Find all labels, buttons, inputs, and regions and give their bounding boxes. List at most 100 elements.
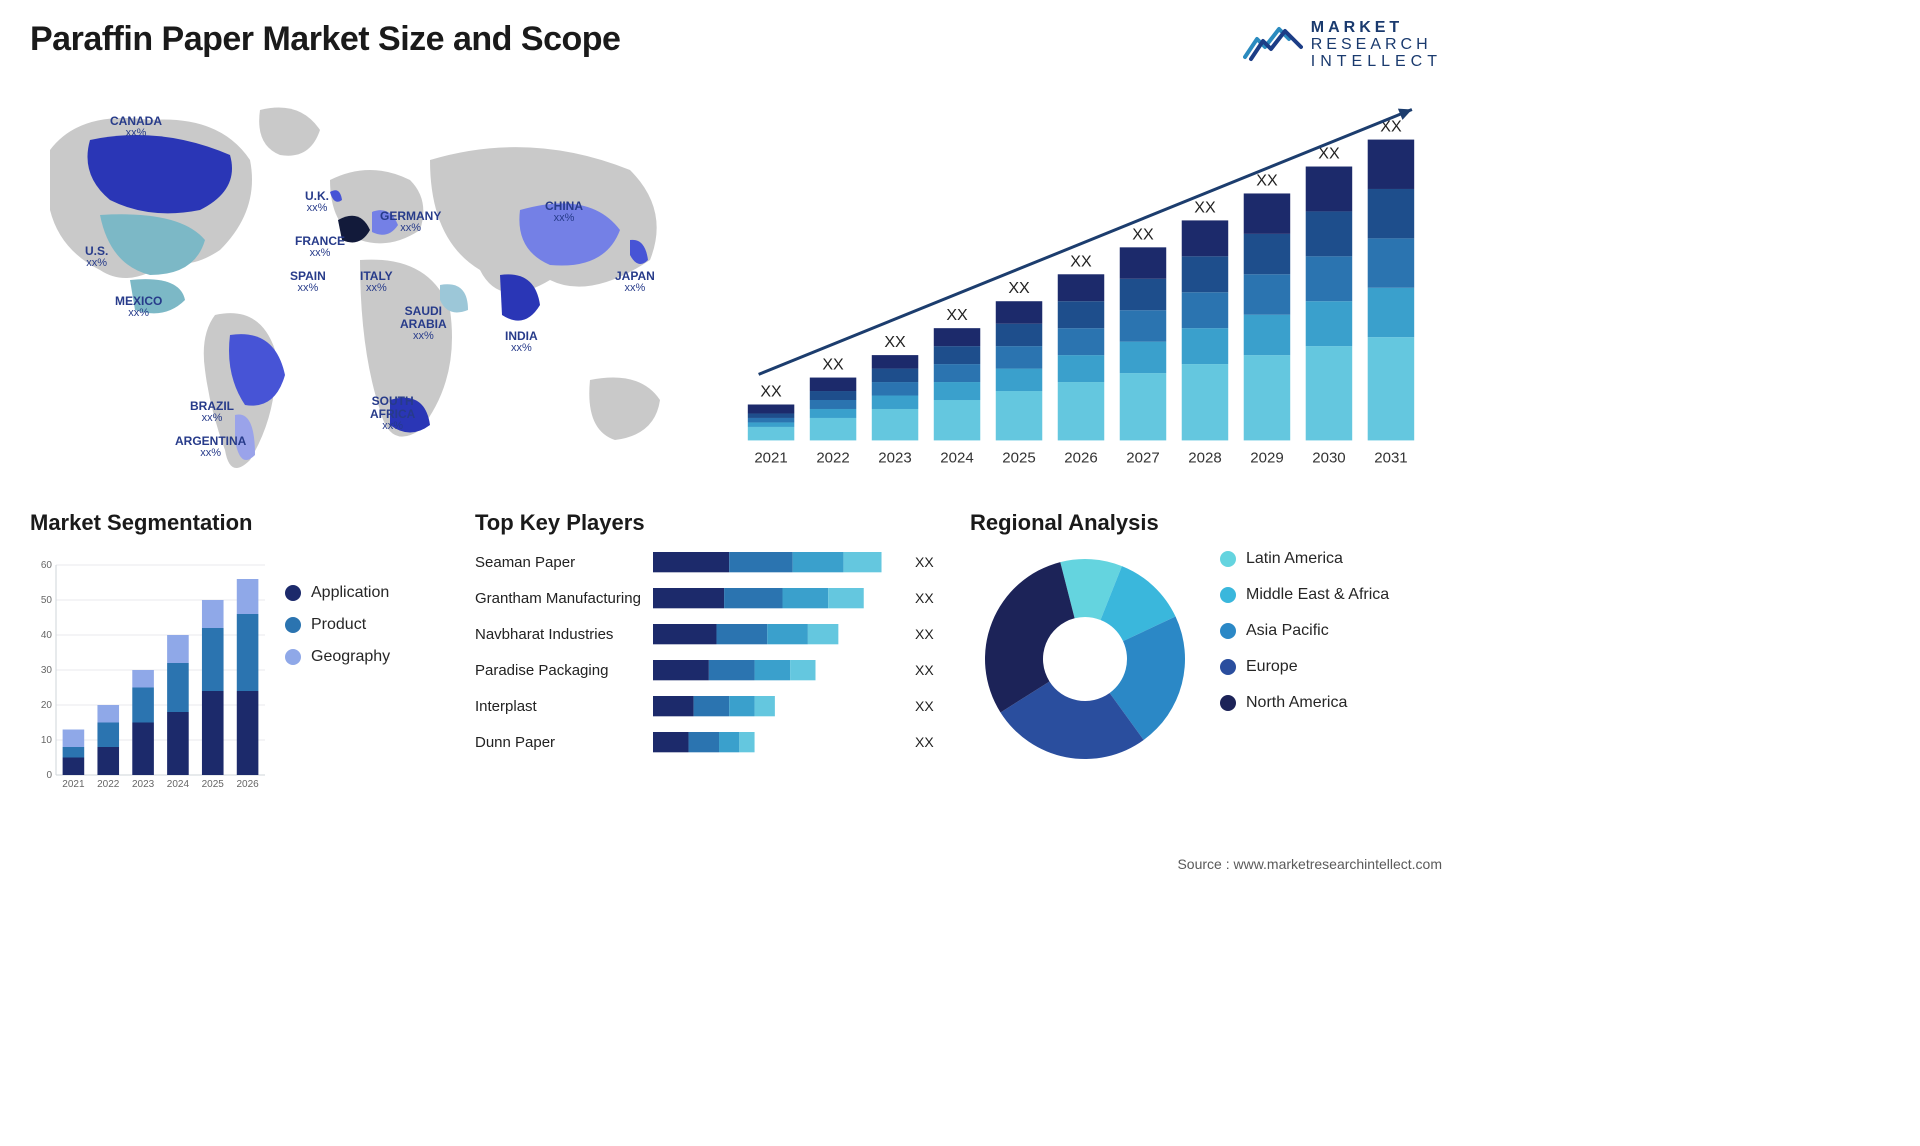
player-bar <box>653 696 907 716</box>
legend-dot <box>1220 659 1236 675</box>
svg-text:XX: XX <box>884 333 906 351</box>
segmentation-title: Market Segmentation <box>30 510 450 536</box>
map-label-uk: U.K.xx% <box>305 190 329 214</box>
svg-text:XX: XX <box>822 356 844 374</box>
region-title: Regional Analysis <box>970 510 1442 536</box>
map-label-france: FRANCExx% <box>295 235 345 259</box>
map-label-italy: ITALYxx% <box>360 270 393 294</box>
brand-mark <box>1243 23 1303 68</box>
segmentation-legend: Application Product Geography <box>285 544 390 810</box>
player-name: Dunn Paper <box>475 734 645 751</box>
segmentation-legend-item: Product <box>285 616 390 634</box>
player-name: Seaman Paper <box>475 554 645 571</box>
svg-text:30: 30 <box>41 665 53 676</box>
legend-dot <box>1220 695 1236 711</box>
page-title: Paraffin Paper Market Size and Scope <box>30 20 620 59</box>
svg-text:50: 50 <box>41 595 53 606</box>
svg-text:XX: XX <box>1256 172 1278 190</box>
legend-label: Europe <box>1246 658 1298 676</box>
svg-text:XX: XX <box>1132 226 1154 244</box>
segmentation-chart: 0102030405060202120222023202420252026 <box>30 544 270 810</box>
player-row: InterplastXX <box>475 694 945 718</box>
world-map-panel: CANADAxx%U.S.xx%MEXICOxx%BRAZILxx%ARGENT… <box>30 90 690 490</box>
svg-text:2022: 2022 <box>816 450 849 467</box>
player-row: Grantham Manufacturing XX <box>475 586 945 610</box>
player-bar <box>653 552 907 572</box>
top-row: CANADAxx%U.S.xx%MEXICOxx%BRAZILxx%ARGENT… <box>30 90 1442 490</box>
player-bar <box>653 660 907 680</box>
region-donut <box>970 544 1200 779</box>
growth-chart-panel: XX2021XX2022XX2023XX2024XX2025XX2026XX20… <box>720 90 1442 490</box>
svg-text:40: 40 <box>41 630 53 641</box>
region-legend-item: Latin America <box>1220 550 1389 568</box>
legend-dot <box>285 585 301 601</box>
svg-text:2028: 2028 <box>1188 450 1221 467</box>
svg-text:2023: 2023 <box>132 779 155 790</box>
svg-text:XX: XX <box>1008 280 1030 298</box>
legend-dot <box>1220 551 1236 567</box>
legend-label: Latin America <box>1246 550 1343 568</box>
legend-label: Application <box>311 584 389 602</box>
source-attribution: Source : www.marketresearchintellect.com <box>1177 856 1442 872</box>
svg-text:2024: 2024 <box>167 779 190 790</box>
svg-text:60: 60 <box>41 560 53 571</box>
svg-text:2021: 2021 <box>62 779 85 790</box>
legend-label: Geography <box>311 648 390 666</box>
map-label-brazil: BRAZILxx% <box>190 400 234 424</box>
region-body: Latin America Middle East & Africa Asia Pa… <box>970 544 1442 779</box>
player-name: Grantham Manufacturing <box>475 590 645 607</box>
legend-dot <box>285 617 301 633</box>
player-row: Dunn Paper XX <box>475 730 945 754</box>
player-bar <box>653 732 907 752</box>
region-legend-item: North America <box>1220 694 1389 712</box>
map-label-india: INDIAxx% <box>505 330 538 354</box>
segmentation-body: 0102030405060202120222023202420252026 Ap… <box>30 544 450 810</box>
region-legend-item: Europe <box>1220 658 1389 676</box>
svg-text:2026: 2026 <box>236 779 259 790</box>
player-value: XX <box>915 554 945 570</box>
brand-line1: MARKET <box>1311 20 1442 37</box>
svg-text:XX: XX <box>946 307 968 325</box>
svg-text:2029: 2029 <box>1250 450 1283 467</box>
player-name: Navbharat Industries <box>475 626 645 643</box>
player-value: XX <box>915 662 945 678</box>
player-value: XX <box>915 734 945 750</box>
segmentation-legend-item: Geography <box>285 648 390 666</box>
brand-text: MARKET RESEARCH INTELLECT <box>1311 20 1442 70</box>
header: Paraffin Paper Market Size and Scope MAR… <box>30 20 1442 70</box>
players-body: Seaman PaperXXGrantham ManufacturingXXNa… <box>475 544 945 754</box>
brand-logo: MARKET RESEARCH INTELLECT <box>1243 20 1442 70</box>
map-label-us: U.S.xx% <box>85 245 108 269</box>
player-bar <box>653 588 907 608</box>
map-label-safrica: SOUTHAFRICAxx% <box>370 395 415 432</box>
svg-text:2031: 2031 <box>1374 450 1407 467</box>
player-value: XX <box>915 590 945 606</box>
svg-text:20: 20 <box>41 700 53 711</box>
map-label-china: CHINAxx% <box>545 200 583 224</box>
brand-line3: INTELLECT <box>1311 54 1442 71</box>
svg-text:2023: 2023 <box>878 450 911 467</box>
map-label-mexico: MEXICOxx% <box>115 295 162 319</box>
svg-text:2022: 2022 <box>97 779 120 790</box>
svg-text:0: 0 <box>46 770 52 781</box>
svg-text:XX: XX <box>1194 199 1216 217</box>
player-row: Navbharat Industries XX <box>475 622 945 646</box>
svg-text:2024: 2024 <box>940 450 973 467</box>
region-legend-item: Asia Pacific <box>1220 622 1389 640</box>
player-name: Interplast <box>475 698 645 715</box>
region-legend-item: Middle East & Africa <box>1220 586 1389 604</box>
region-legend: Latin America Middle East & Africa Asia Pa… <box>1220 544 1389 712</box>
legend-label: Product <box>311 616 366 634</box>
svg-text:10: 10 <box>41 735 53 746</box>
svg-text:XX: XX <box>1070 253 1092 271</box>
infographic-page: Paraffin Paper Market Size and Scope MAR… <box>0 0 1472 880</box>
legend-dot <box>285 649 301 665</box>
legend-label: Middle East & Africa <box>1246 586 1389 604</box>
legend-label: North America <box>1246 694 1347 712</box>
map-label-germany: GERMANYxx% <box>380 210 441 234</box>
player-value: XX <box>915 626 945 642</box>
player-row: Paradise PackagingXX <box>475 658 945 682</box>
svg-text:XX: XX <box>760 383 782 401</box>
svg-text:2030: 2030 <box>1312 450 1345 467</box>
segmentation-panel: Market Segmentation 0 10 20 30 40 50 60 2021 202… <box>30 510 450 810</box>
